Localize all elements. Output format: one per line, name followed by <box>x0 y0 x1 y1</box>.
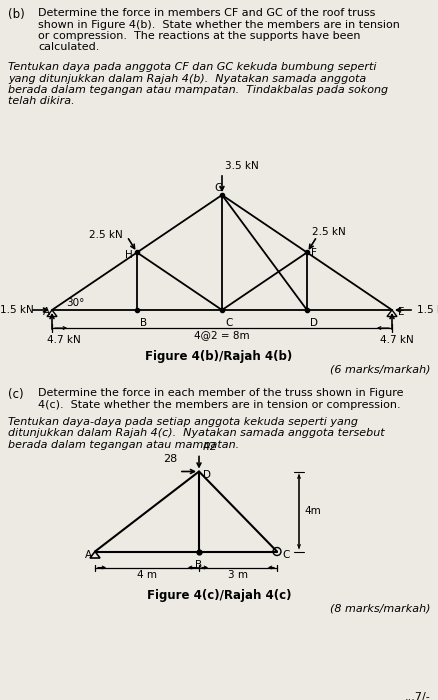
Text: 2.5 kN: 2.5 kN <box>312 228 346 237</box>
Text: B: B <box>140 318 147 328</box>
Text: F: F <box>311 248 317 258</box>
Text: 1.5 kN: 1.5 kN <box>417 305 438 315</box>
Text: D: D <box>203 470 211 480</box>
Text: yang ditunjukkan dalam Rajah 4(b).  Nyatakan samada anggota: yang ditunjukkan dalam Rajah 4(b). Nyata… <box>8 74 366 83</box>
Text: G: G <box>214 183 222 193</box>
Text: shown in Figure 4(b).  State whether the members are in tension: shown in Figure 4(b). State whether the … <box>38 20 400 29</box>
Text: 4.7 kN: 4.7 kN <box>47 335 81 345</box>
Text: 4 m: 4 m <box>137 570 157 580</box>
Text: Figure 4(b)/Rajah 4(b): Figure 4(b)/Rajah 4(b) <box>145 350 293 363</box>
Text: or compression.  The reactions at the supports have been: or compression. The reactions at the sup… <box>38 31 360 41</box>
Text: 42: 42 <box>202 442 216 452</box>
Text: berada dalam tegangan atau mampatan.: berada dalam tegangan atau mampatan. <box>8 440 239 450</box>
Text: 3.5 kN: 3.5 kN <box>225 161 259 171</box>
Text: D: D <box>310 318 318 328</box>
Text: ditunjukkan dalam Rajah 4(c).  Nyatakan samada anggota tersebut: ditunjukkan dalam Rajah 4(c). Nyatakan s… <box>8 428 385 438</box>
Text: 28: 28 <box>163 454 177 463</box>
Text: (c): (c) <box>8 388 24 401</box>
Text: berada dalam tegangan atau mampatan.  Tindakbalas pada sokong: berada dalam tegangan atau mampatan. Tin… <box>8 85 388 95</box>
Text: Tentukan daya pada anggota CF dan GC kekuda bumbung seperti: Tentukan daya pada anggota CF dan GC kek… <box>8 62 377 72</box>
Text: H: H <box>125 251 133 260</box>
Text: Determine the force in members CF and GC of the roof truss: Determine the force in members CF and GC… <box>38 8 375 18</box>
Text: C: C <box>225 318 233 328</box>
Text: calculated.: calculated. <box>38 43 99 52</box>
Text: C: C <box>282 550 290 561</box>
Text: 4.7 kN: 4.7 kN <box>380 335 414 345</box>
Text: Determine the force in each member of the truss shown in Figure: Determine the force in each member of th… <box>38 388 403 398</box>
Text: B: B <box>195 559 202 570</box>
Text: A: A <box>43 307 50 317</box>
Text: 30°: 30° <box>66 298 85 308</box>
Text: 4m: 4m <box>304 507 321 517</box>
Text: ...7/-: ...7/- <box>404 692 430 700</box>
Text: 2.5 kN: 2.5 kN <box>89 230 123 241</box>
Text: A: A <box>85 550 92 561</box>
Text: (8 marks/markah): (8 marks/markah) <box>329 603 430 613</box>
Text: 3 m: 3 m <box>228 570 248 580</box>
Text: Figure 4(c)/Rajah 4(c): Figure 4(c)/Rajah 4(c) <box>147 589 291 603</box>
Text: telah dikira.: telah dikira. <box>8 97 74 106</box>
Text: Tentukan daya-daya pada setiap anggota kekuda seperti yang: Tentukan daya-daya pada setiap anggota k… <box>8 417 358 427</box>
Text: 1.5 kN: 1.5 kN <box>0 305 34 315</box>
Text: (b): (b) <box>8 8 25 21</box>
Text: (6 marks/markah): (6 marks/markah) <box>329 364 430 374</box>
Text: 4@2 = 8m: 4@2 = 8m <box>194 330 250 340</box>
Text: 4(c).  State whether the members are in tension or compression.: 4(c). State whether the members are in t… <box>38 400 401 410</box>
Text: E: E <box>398 307 405 317</box>
